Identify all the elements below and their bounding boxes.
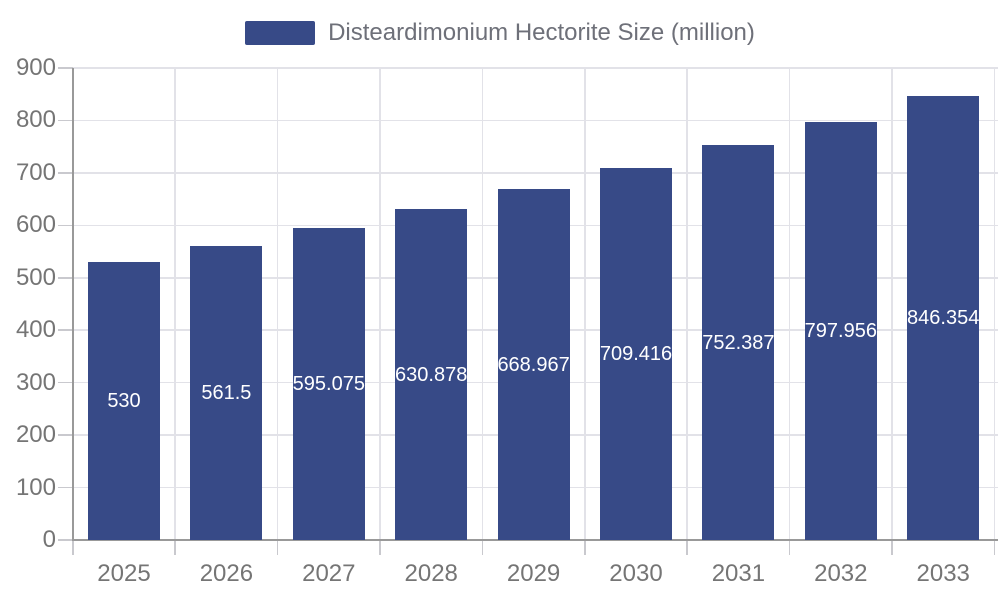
x-tick-label: 2030 [609, 560, 663, 587]
bar-value-label: 530 [107, 390, 141, 413]
bar[interactable] [88, 262, 160, 540]
x-axis-tick [481, 540, 484, 555]
y-tick-label: 200 [15, 421, 56, 449]
y-axis-tick [57, 329, 73, 331]
x-tick-label: 2028 [404, 560, 458, 587]
y-tick-label: 400 [15, 316, 56, 344]
bar[interactable] [600, 167, 672, 540]
x-axis-tick [379, 540, 381, 555]
h-gridline [72, 67, 998, 69]
bar-value-label: 561.5 [201, 381, 252, 404]
x-axis-tick [993, 540, 996, 555]
bar-value-label: 752.387 [702, 331, 775, 354]
y-axis-tick [57, 434, 73, 436]
bar-value-label: 668.967 [497, 353, 570, 376]
chart-legend[interactable]: Disteardimonium Hectorite Size (million) [0, 19, 1000, 47]
x-tick-label: 2031 [711, 560, 766, 587]
bar-value-label: 797.956 [804, 319, 877, 342]
x-axis-tick [72, 540, 74, 555]
y-tick-label: 0 [42, 526, 56, 553]
legend-swatch[interactable] [245, 21, 316, 45]
x-axis-tick [686, 540, 688, 555]
v-gridline [686, 68, 688, 540]
bar[interactable] [190, 245, 263, 540]
v-gridline [993, 68, 996, 540]
x-axis-tick [584, 540, 586, 555]
y-tick-label: 100 [15, 473, 56, 501]
x-axis-tick [788, 540, 791, 555]
bar[interactable] [395, 209, 468, 540]
y-axis-tick [57, 381, 73, 384]
v-gridline [788, 68, 791, 540]
x-axis-tick [174, 540, 176, 555]
bar[interactable] [497, 189, 570, 540]
bar[interactable] [702, 145, 775, 540]
v-gridline [481, 68, 484, 540]
h-gridline [72, 172, 998, 174]
v-gridline [379, 68, 381, 540]
v-gridline [276, 68, 279, 540]
bar-value-label: 846.354 [907, 307, 980, 330]
bar[interactable] [292, 227, 365, 540]
y-tick-label: 500 [15, 263, 56, 291]
x-axis-tick [891, 540, 893, 555]
y-tick-label: 700 [15, 158, 56, 186]
y-axis-tick [57, 224, 73, 227]
y-axis-tick [57, 486, 73, 489]
y-tick-label: 600 [15, 211, 56, 239]
x-axis-line [71, 539, 998, 541]
y-axis-line [71, 68, 74, 540]
y-axis-tick [57, 119, 73, 122]
x-tick-label: 2027 [302, 560, 356, 587]
y-axis-tick [57, 539, 73, 541]
bar-value-label: 709.416 [599, 342, 673, 365]
x-tick-label: 2033 [916, 560, 970, 587]
legend-label[interactable]: Disteardimonium Hectorite Size (million) [328, 19, 755, 46]
h-gridline [72, 119, 998, 122]
x-axis-tick [276, 540, 279, 555]
bar[interactable] [804, 121, 877, 540]
bar-value-label: 630.878 [395, 363, 468, 386]
x-tick-label: 2026 [199, 560, 254, 587]
y-axis-tick [57, 67, 73, 69]
x-tick-label: 2032 [814, 560, 868, 587]
v-gridline [891, 68, 893, 540]
v-gridline [584, 68, 586, 540]
bar-value-label: 595.075 [292, 372, 365, 395]
x-tick-label: 2025 [97, 560, 151, 587]
bar[interactable] [907, 96, 980, 540]
y-tick-label: 800 [15, 106, 56, 134]
y-axis-tick [57, 172, 73, 174]
y-axis-tick [57, 277, 73, 279]
y-tick-label: 300 [15, 368, 56, 396]
v-gridline [174, 68, 176, 540]
y-tick-label: 900 [15, 54, 56, 81]
x-tick-label: 2029 [506, 560, 561, 587]
